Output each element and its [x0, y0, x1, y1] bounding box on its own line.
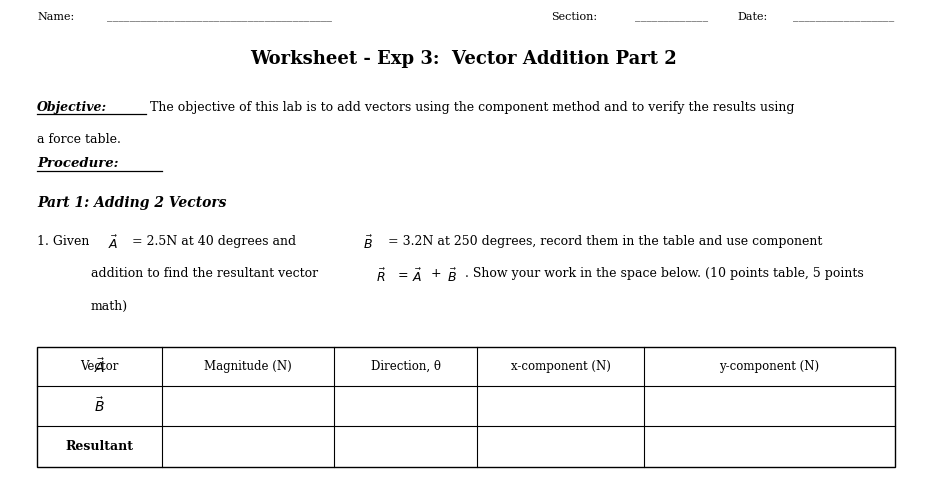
Text: . Show your work in the space below. (10 points table, 5 points: . Show your work in the space below. (10…	[465, 267, 864, 280]
Text: = 2.5N at 40 degrees and: = 2.5N at 40 degrees and	[128, 235, 300, 248]
Text: Date:: Date:	[737, 12, 768, 22]
Text: $\vec{B}$: $\vec{B}$	[447, 267, 457, 285]
Text: $\vec{A}$: $\vec{A}$	[108, 235, 118, 252]
Text: math): math)	[91, 300, 128, 313]
Text: Magnitude (N): Magnitude (N)	[204, 360, 292, 373]
Text: x-component (N): x-component (N)	[511, 360, 611, 373]
Text: a force table.: a force table.	[37, 133, 121, 146]
Text: $\vec{R}$: $\vec{R}$	[376, 267, 386, 285]
Text: _____________: _____________	[635, 12, 708, 22]
Text: $=$: $=$	[395, 267, 409, 280]
Text: Worksheet - Exp 3:  Vector Addition Part 2: Worksheet - Exp 3: Vector Addition Part …	[250, 50, 677, 68]
Text: Vector: Vector	[81, 360, 119, 373]
Text: Resultant: Resultant	[66, 440, 133, 453]
Text: $\vec{B}$: $\vec{B}$	[363, 235, 374, 252]
Text: Part 1: Adding 2 Vectors: Part 1: Adding 2 Vectors	[37, 196, 226, 210]
Text: Section:: Section:	[552, 12, 598, 22]
Text: Name:: Name:	[37, 12, 74, 22]
Text: $\vec{A}$: $\vec{A}$	[94, 357, 106, 376]
Text: y-component (N): y-component (N)	[719, 360, 819, 373]
Text: $\vec{B}$: $\vec{B}$	[95, 397, 105, 415]
Text: __________________: __________________	[793, 12, 894, 22]
Text: = 3.2N at 250 degrees, record them in the table and use component: = 3.2N at 250 degrees, record them in th…	[384, 235, 822, 248]
Text: $+$: $+$	[430, 267, 441, 280]
Text: Procedure:: Procedure:	[37, 157, 119, 170]
Text: addition to find the resultant vector: addition to find the resultant vector	[91, 267, 322, 280]
Text: Objective:: Objective:	[37, 101, 108, 114]
Text: Direction, θ: Direction, θ	[371, 360, 440, 373]
Bar	[37, 347, 895, 467]
Text: $\vec{A}$: $\vec{A}$	[412, 267, 422, 285]
Text: ________________________________________: ________________________________________	[107, 12, 332, 22]
Text: 1. Given: 1. Given	[37, 235, 94, 248]
Text: The objective of this lab is to add vectors using the component method and to ve: The objective of this lab is to add vect…	[146, 101, 795, 114]
